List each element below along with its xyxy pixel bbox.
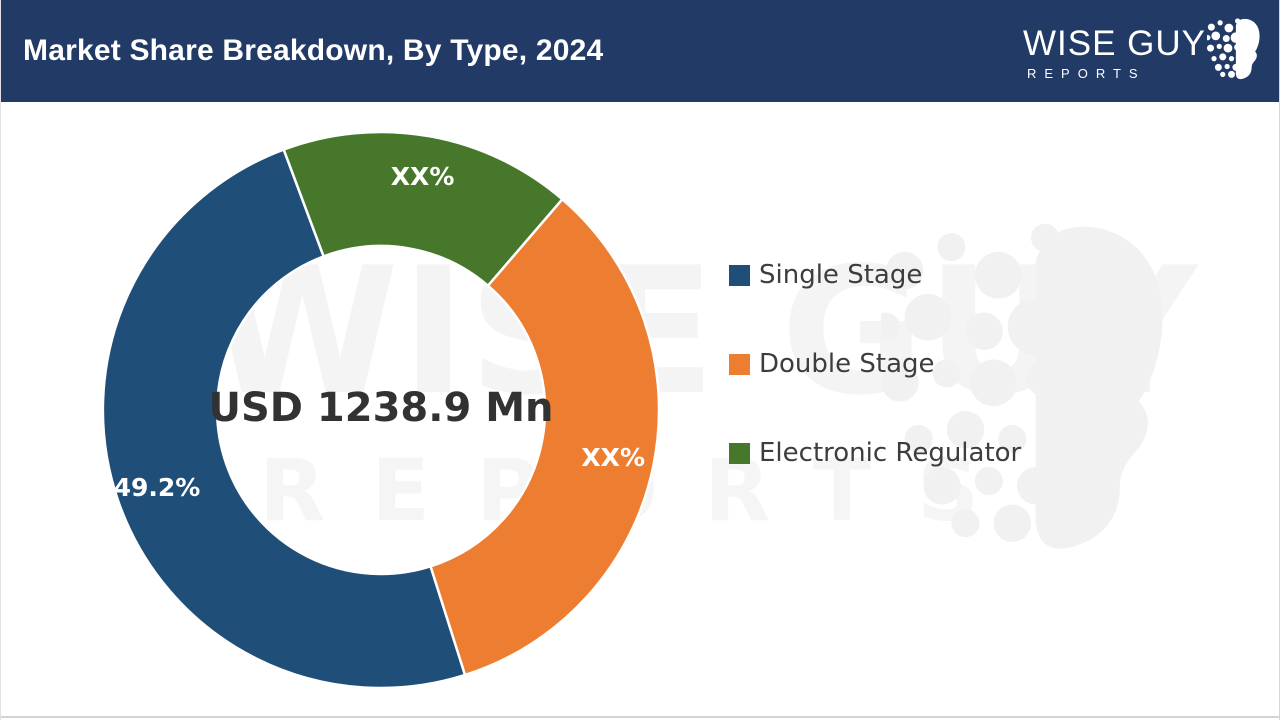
segment-value-label-electronic-regulator: XX% xyxy=(391,162,455,191)
legend-label: Double Stage xyxy=(759,349,935,379)
chart-center-value: USD 1238.9 Mn xyxy=(208,385,554,431)
donut-segment-double-stage xyxy=(429,197,661,677)
legend-item-electronic-regulator: Electronic Regulator xyxy=(729,438,1021,468)
legend-swatch-double-stage xyxy=(729,353,750,375)
legend-swatch-single-stage xyxy=(729,264,750,286)
donut-segment-electronic-regulator xyxy=(282,130,565,288)
page-title: Market Share Breakdown, By Type, 2024 xyxy=(23,34,604,67)
logo-wordmark: WISE GUY REPORTS xyxy=(1023,26,1206,81)
logo-reports-text: REPORTS xyxy=(1027,66,1146,81)
legend-swatch-electronic-regulator xyxy=(729,442,750,464)
segment-value-label-single-stage: 49.2% xyxy=(114,473,201,502)
header-bar: Market Share Breakdown, By Type, 2024 WI… xyxy=(1,0,1279,102)
legend-item-single-stage: Single Stage xyxy=(729,260,1021,290)
legend-label: Electronic Regulator xyxy=(759,438,1022,468)
logo-wiseguy-text: WISE GUY xyxy=(1023,24,1207,63)
legend-item-double-stage: Double Stage xyxy=(729,349,1021,379)
bottom-border xyxy=(1,716,1279,718)
legend-label: Single Stage xyxy=(759,260,923,290)
segment-value-label-double-stage: XX% xyxy=(581,443,645,472)
wise-guy-logo: WISE GUY REPORTS xyxy=(1023,14,1263,90)
chart-legend: Single Stage Double Stage Electronic Regul… xyxy=(729,260,1021,468)
donut-segment-single-stage xyxy=(101,147,467,690)
